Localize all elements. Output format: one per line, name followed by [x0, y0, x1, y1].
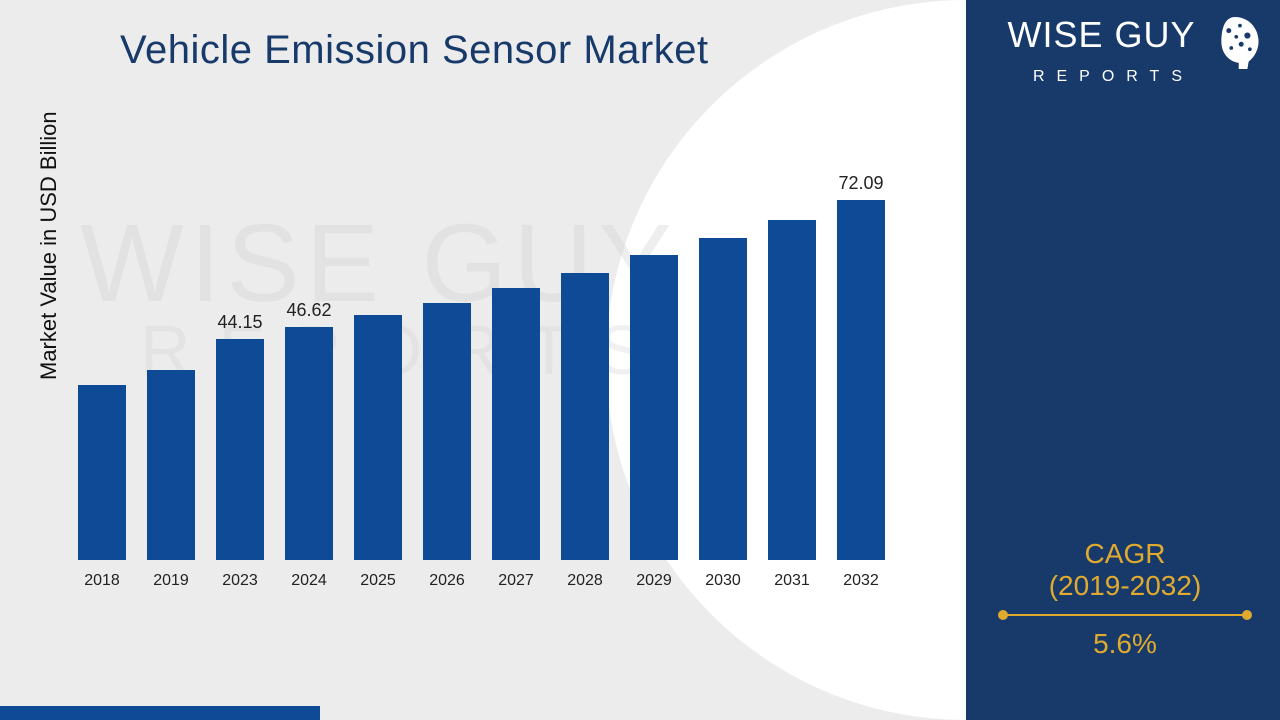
x-tick-label: 2032 [843, 572, 879, 590]
bar-2028 [561, 273, 609, 561]
cagr-callout: CAGR (2019-2032) 5.6% [1000, 538, 1250, 660]
bar-value-label: 46.62 [286, 300, 331, 321]
bar-value-label: 44.15 [217, 312, 262, 333]
bar-2018 [78, 385, 126, 560]
x-axis: 2018 2019 2023 2024 2025 2026 2027 2028 2029 2030… [78, 564, 898, 594]
bottom-accent-stripe [0, 706, 320, 720]
bar-2027 [492, 288, 540, 561]
bar-2026 [423, 303, 471, 561]
logo-head-icon [1204, 12, 1266, 74]
chart-title: Vehicle Emission Sensor Market [120, 28, 709, 73]
brand-logo: WISE GUY REPORTS [1008, 12, 1266, 86]
x-tick-label: 2025 [360, 572, 396, 590]
cagr-divider [1000, 614, 1250, 616]
bar-plot: 44.15 46.62 72.09 [78, 160, 898, 560]
bar-2032: 72.09 [837, 200, 885, 560]
x-tick-label: 2018 [84, 572, 120, 590]
bar-2025 [354, 315, 402, 560]
cagr-label: CAGR [1000, 538, 1250, 570]
x-tick-label: 2024 [291, 572, 327, 590]
x-tick-label: 2027 [498, 572, 534, 590]
cagr-period: (2019-2032) [1000, 570, 1250, 602]
x-tick-label: 2030 [705, 572, 741, 590]
x-tick-label: 2023 [222, 572, 258, 590]
bar-2024: 46.62 [285, 327, 333, 560]
chart-canvas: WISE GUY REPORTS Vehicle Emission Sensor… [0, 0, 1280, 720]
cagr-value: 5.6% [1000, 628, 1250, 660]
logo-sub-text: REPORTS [1008, 68, 1194, 86]
y-axis-label: Market Value in USD Billion [36, 111, 62, 380]
logo-main-text: WISE GUY [1008, 14, 1196, 55]
x-tick-label: 2029 [636, 572, 672, 590]
bar-2031 [768, 220, 816, 560]
bar-2030 [699, 238, 747, 561]
x-tick-label: 2019 [153, 572, 189, 590]
x-tick-label: 2028 [567, 572, 603, 590]
x-tick-label: 2031 [774, 572, 810, 590]
bar-value-label: 72.09 [838, 173, 883, 194]
x-tick-label: 2026 [429, 572, 465, 590]
bar-2019 [147, 370, 195, 560]
bar-2029 [630, 255, 678, 560]
bar-2023: 44.15 [216, 339, 264, 560]
